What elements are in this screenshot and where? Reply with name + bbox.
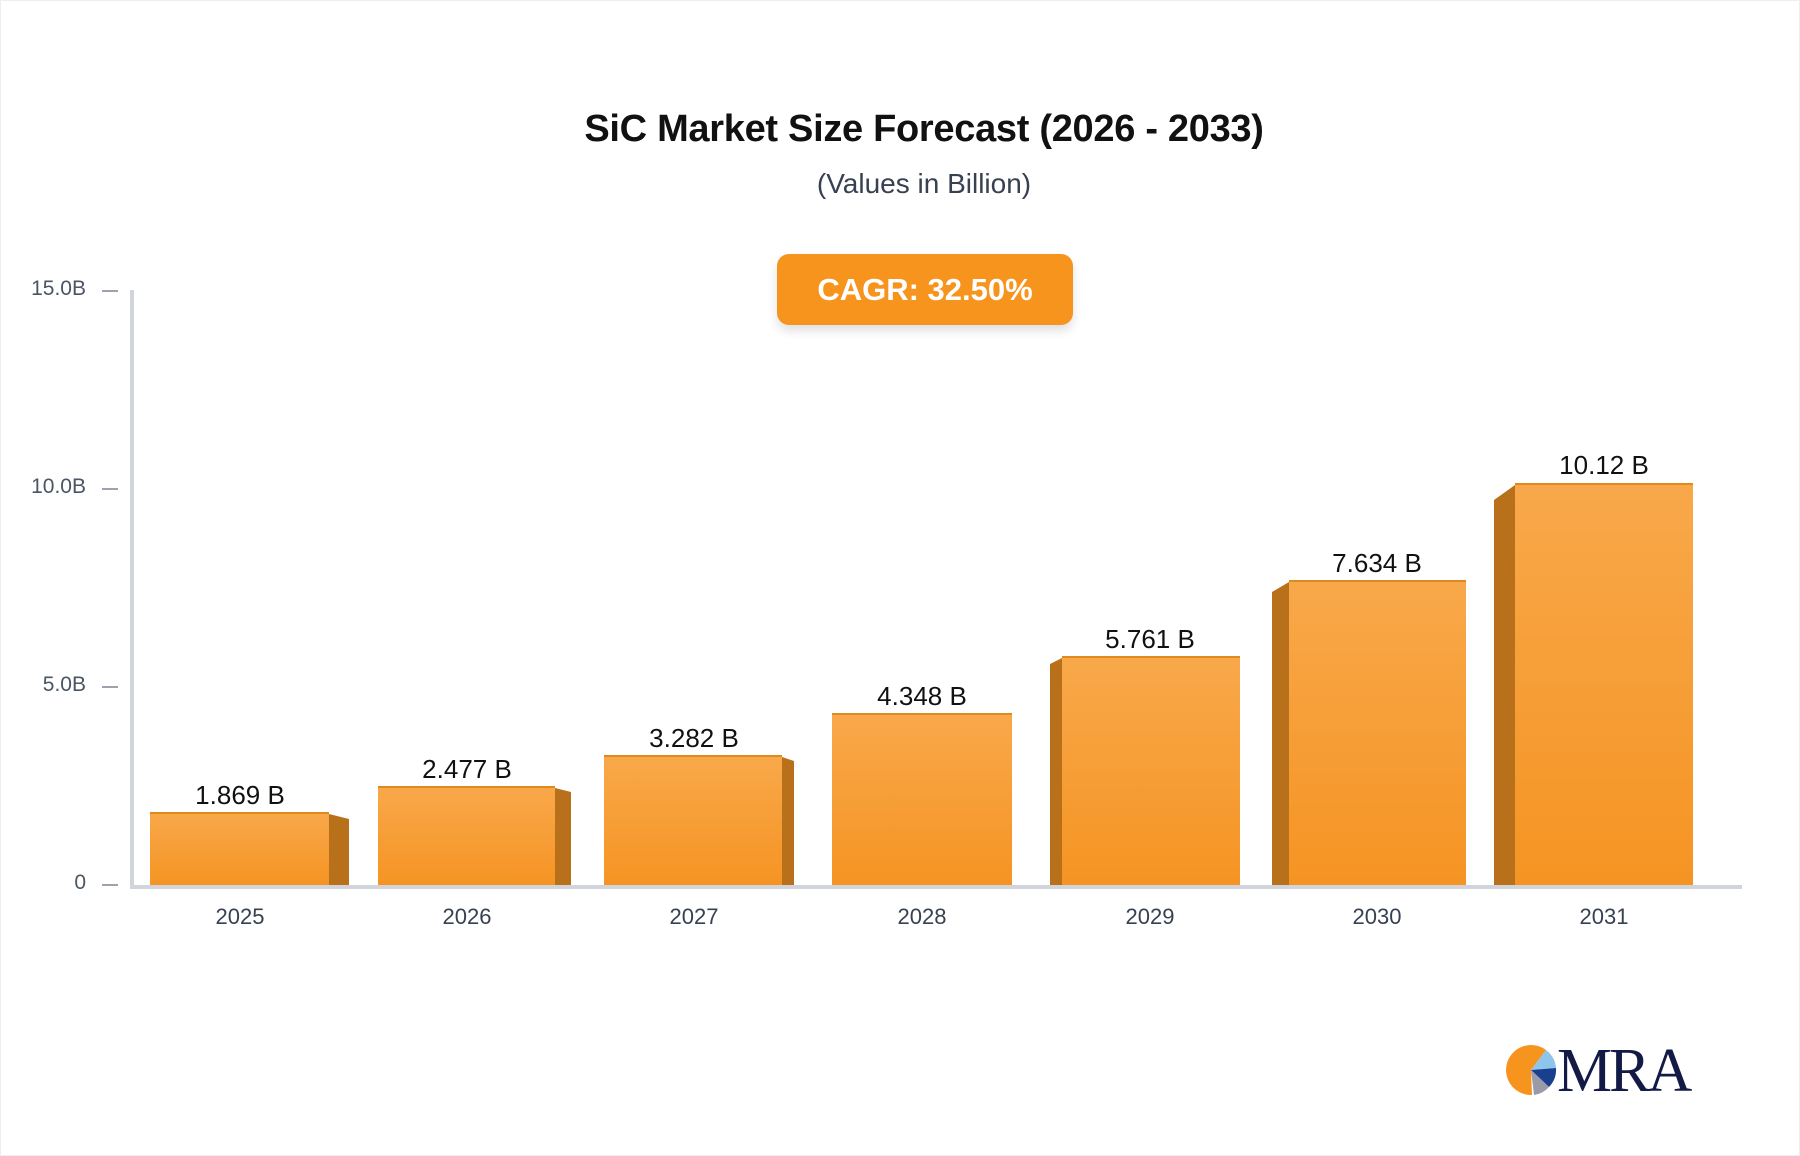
bar-2028[interactable] bbox=[832, 713, 1012, 885]
value-label: 5.761 B bbox=[1105, 624, 1195, 654]
cagr-badge: CAGR: 32.50% bbox=[777, 254, 1073, 325]
value-label: 7.634 B bbox=[1332, 548, 1422, 578]
bar-2031[interactable] bbox=[1515, 483, 1693, 885]
y-tick-label: 5.0B bbox=[42, 673, 86, 696]
logo-text: MRA bbox=[1557, 1037, 1692, 1105]
value-label: 2.477 B bbox=[422, 754, 512, 784]
x-axis-line bbox=[130, 885, 1742, 889]
bar-2030[interactable] bbox=[1289, 580, 1466, 885]
bar-side-2030 bbox=[1272, 582, 1289, 885]
pie-logo-icon bbox=[1506, 1045, 1557, 1096]
x-tick-label: 2031 bbox=[1579, 904, 1629, 929]
x-tick-label: 2030 bbox=[1352, 904, 1402, 929]
y-tick-mark bbox=[102, 488, 118, 490]
x-tick-label: 2028 bbox=[897, 904, 947, 929]
y-tick-label: 0 bbox=[74, 871, 86, 894]
bar-2027[interactable] bbox=[604, 755, 782, 885]
mra-logo: MRA bbox=[1505, 1037, 1695, 1105]
x-tick-label: 2027 bbox=[669, 904, 719, 929]
y-axis-line bbox=[130, 290, 134, 889]
y-tick-label: 15.0B bbox=[31, 277, 86, 300]
chart-title: SiC Market Size Forecast (2026 - 2033) bbox=[584, 108, 1264, 150]
bar-side-2027 bbox=[782, 757, 794, 885]
value-label: 3.282 B bbox=[649, 723, 739, 753]
y-tick-label: 10.0B bbox=[31, 475, 86, 498]
y-tick-mark bbox=[102, 686, 118, 688]
x-tick-label: 2029 bbox=[1125, 904, 1175, 929]
y-tick-mark bbox=[102, 290, 118, 292]
y-tick-mark bbox=[102, 884, 118, 886]
chart-subtitle: (Values in Billion) bbox=[816, 168, 1032, 199]
value-label: 1.869 B bbox=[195, 780, 285, 810]
bar-side-2031 bbox=[1494, 485, 1515, 885]
x-tick-label: 2026 bbox=[442, 904, 492, 929]
x-tick-label: 2025 bbox=[215, 904, 265, 929]
value-label: 10.12 B bbox=[1559, 450, 1649, 480]
bar-2029[interactable] bbox=[1062, 656, 1240, 885]
bar-2025[interactable] bbox=[150, 812, 329, 885]
bar-side-2025 bbox=[329, 814, 349, 885]
value-label: 4.348 B bbox=[877, 681, 967, 711]
bar-side-2029 bbox=[1050, 658, 1062, 885]
bar-2026[interactable] bbox=[378, 786, 555, 885]
bar-side-2026 bbox=[555, 788, 571, 885]
